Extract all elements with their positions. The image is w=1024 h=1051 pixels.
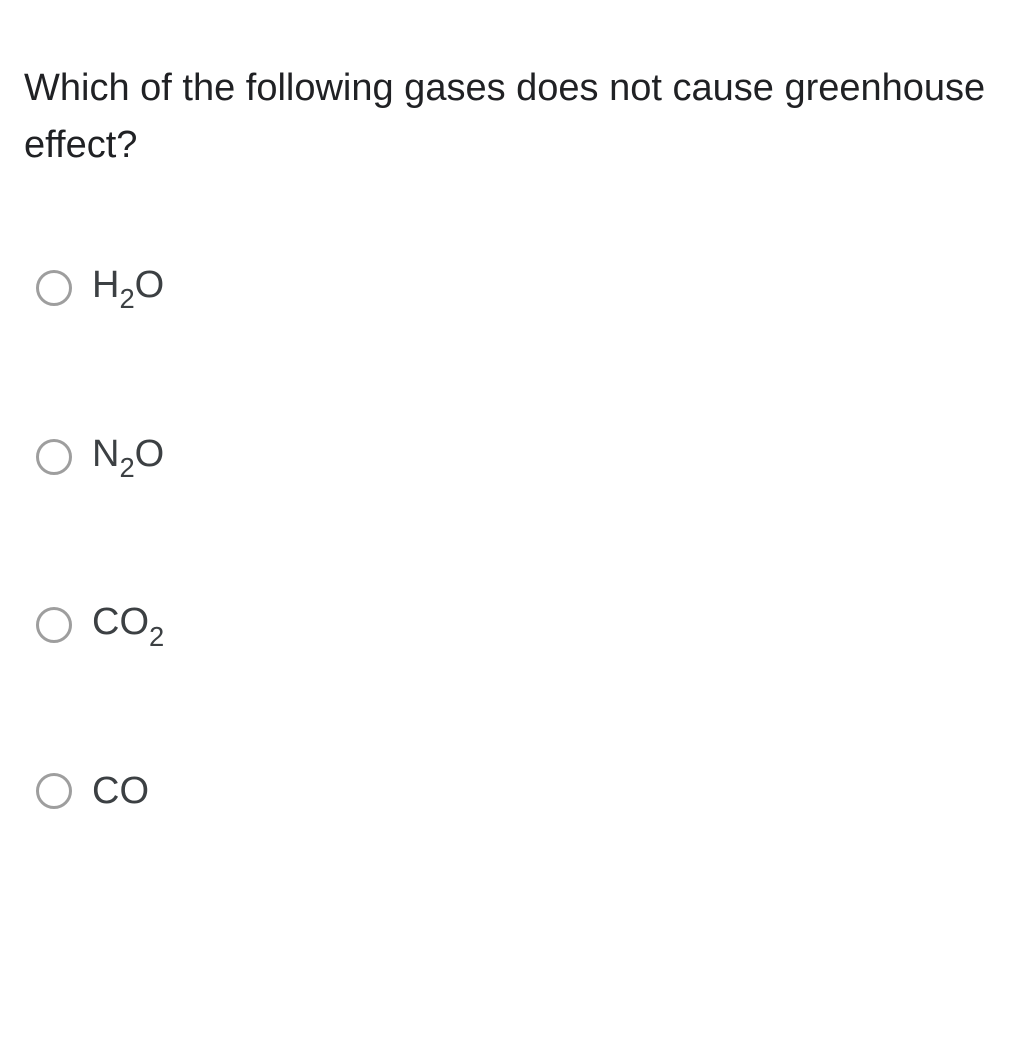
option-co2[interactable]: CO2 — [36, 601, 1000, 650]
option-n2o[interactable]: N2O — [36, 433, 1000, 482]
option-co[interactable]: CO — [36, 770, 1000, 813]
option-label: CO — [92, 770, 149, 813]
radio-icon — [36, 607, 72, 643]
option-label: H2O — [92, 264, 164, 313]
option-label: N2O — [92, 433, 164, 482]
option-label: CO2 — [92, 601, 164, 650]
radio-icon — [36, 270, 72, 306]
question-text: Which of the following gases does not ca… — [24, 60, 1000, 174]
radio-icon — [36, 439, 72, 475]
radio-icon — [36, 773, 72, 809]
options-container: H2O N2O CO2 CO — [24, 264, 1000, 813]
option-h2o[interactable]: H2O — [36, 264, 1000, 313]
